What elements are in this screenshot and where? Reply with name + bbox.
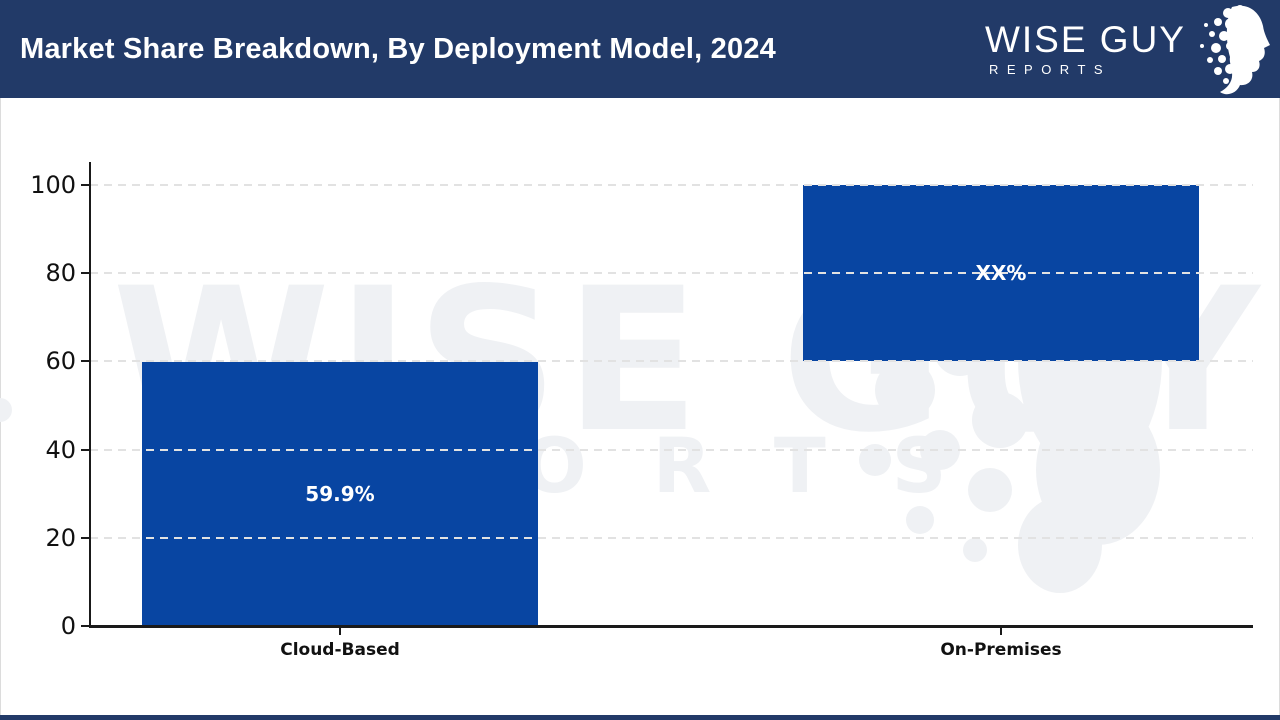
- logo-wordmark: WISE GUY: [984, 19, 1186, 60]
- bar-value-label: XX%: [975, 261, 1027, 286]
- y-tick-mark: [81, 625, 89, 627]
- y-tick-mark: [81, 360, 89, 363]
- logo-subtitle: REPORTS: [988, 62, 1112, 77]
- header-bar: Market Share Breakdown, By Deployment Mo…: [0, 0, 1280, 98]
- x-category-label: Cloud-Based: [280, 640, 400, 660]
- gridline-100: [90, 184, 1253, 186]
- x-tick-mark: [339, 628, 341, 635]
- y-tick-label: 0: [60, 612, 76, 640]
- bar-cloud-based: [142, 361, 538, 626]
- logo-text: WISE GUY REPORTS: [985, 21, 1186, 77]
- x-tick-mark: [1000, 628, 1002, 635]
- y-tick-mark: [81, 272, 89, 275]
- gridline-40: [90, 448, 1253, 451]
- y-tick-mark: [81, 536, 89, 539]
- y-tick-label: 40: [45, 435, 76, 464]
- gridline-20: [90, 536, 1253, 539]
- gridline-60: [90, 360, 1253, 363]
- y-axis-spine: [89, 162, 91, 627]
- footer-bar: [0, 715, 1280, 720]
- bar-value-label: 59.9%: [305, 481, 375, 506]
- wiseguy-face-icon: [1200, 5, 1270, 95]
- wiseguy-logo: WISE GUY REPORTS: [985, 2, 1272, 96]
- y-tick-label: 80: [45, 259, 76, 288]
- x-axis-spine: [89, 625, 1253, 628]
- y-tick-label: 60: [45, 347, 76, 376]
- y-tick-label: 100: [30, 171, 76, 199]
- y-tick-mark: [81, 448, 89, 451]
- gridline-80: [90, 272, 1253, 275]
- page-title: Market Share Breakdown, By Deployment Mo…: [20, 32, 776, 65]
- y-tick-mark: [81, 184, 89, 186]
- y-tick-label: 20: [45, 523, 76, 552]
- x-category-label: On-Premises: [940, 640, 1062, 660]
